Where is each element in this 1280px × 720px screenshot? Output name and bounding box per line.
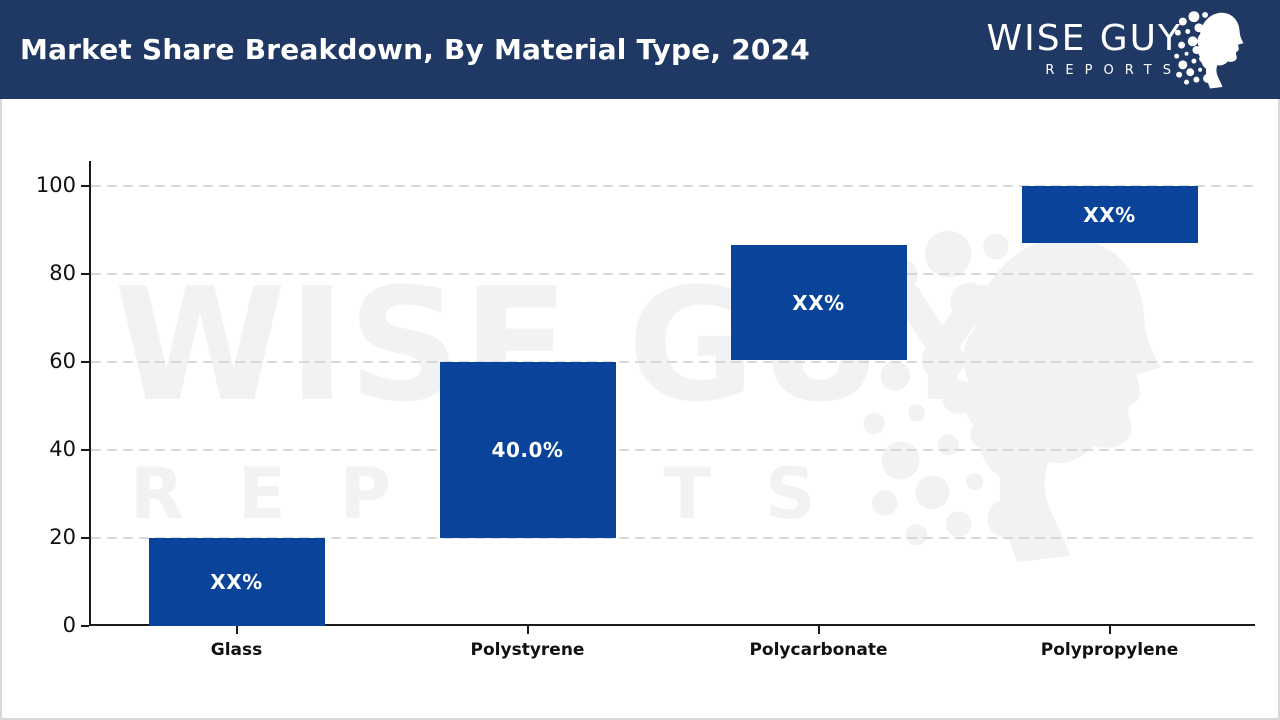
chart-area: WISE GUY REPORTS 020406080100XX%Glass40.… — [0, 99, 1280, 720]
x-tick-polypropylene — [1108, 626, 1111, 634]
gridline-100 — [91, 185, 1255, 187]
bar-value-label-polypropylene: XX% — [1083, 202, 1136, 227]
logo-subtitle: REPORTS — [1045, 63, 1182, 78]
logo-wordmark: WISE GUY — [986, 18, 1182, 59]
y-tick-label-20: 20 — [49, 525, 76, 549]
x-tick-glass — [235, 626, 238, 634]
y-tick-100 — [81, 185, 89, 187]
bar-polystyrene: 40.0% — [439, 362, 616, 538]
bar-value-label-polystyrene: 40.0% — [491, 438, 564, 462]
y-tick-0 — [81, 625, 89, 627]
bar-glass: XX% — [148, 538, 325, 626]
x-category-label-polystyrene: Polystyrene — [470, 640, 585, 660]
y-tick-label-60: 60 — [49, 349, 76, 373]
header: Market Share Breakdown, By Material Type… — [0, 0, 1280, 99]
bar-value-label-polycarbonate: XX% — [792, 290, 845, 315]
bar-polypropylene: XX% — [1021, 186, 1198, 244]
y-tick-80 — [81, 273, 89, 275]
y-tick-40 — [81, 449, 89, 451]
x-category-label-polycarbonate: Polycarbonate — [749, 640, 888, 660]
y-tick-label-80: 80 — [49, 261, 76, 285]
x-tick-polystyrene — [526, 626, 529, 634]
x-axis-spine — [89, 624, 1255, 626]
logo-text: WISE GUY REPORTS — [986, 18, 1183, 79]
gridline-40 — [91, 449, 1255, 451]
y-tick-label-40: 40 — [49, 437, 76, 461]
gridline-60 — [91, 361, 1255, 363]
bar-polycarbonate: XX% — [730, 245, 907, 360]
y-tick-label-100: 100 — [35, 173, 76, 197]
x-tick-polycarbonate — [817, 626, 820, 634]
wiseguy-logo: WISE GUY REPORTS — [987, 8, 1255, 92]
bar-value-label-glass: XX% — [210, 570, 263, 594]
y-axis-spine — [89, 161, 91, 626]
gridline-20 — [91, 537, 1255, 539]
chart-title: Market Share Breakdown, By Material Type… — [20, 33, 810, 66]
y-tick-label-0: 0 — [62, 613, 76, 637]
x-category-label-polypropylene: Polypropylene — [1040, 640, 1179, 660]
plot-area: 0 20 40 60 80 100 XX% Glass 40.0% Polystyrene XX% P… — [2, 99, 1278, 718]
y-tick-60 — [81, 361, 89, 363]
x-category-label-glass: Glass — [210, 640, 263, 660]
gridline-80 — [91, 273, 1255, 275]
y-tick-20 — [81, 537, 89, 539]
